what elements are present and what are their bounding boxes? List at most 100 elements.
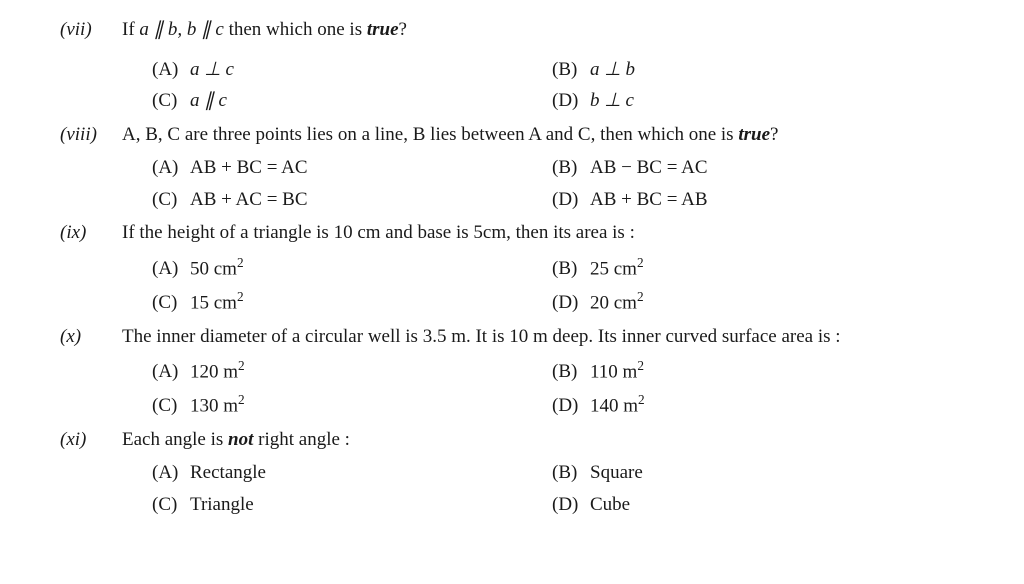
superscript: 2: [637, 255, 644, 270]
option-value: 15 cm2: [190, 287, 244, 317]
superscript: 2: [238, 358, 245, 373]
emphasis-true: true: [738, 124, 770, 145]
option-label: (B): [552, 255, 590, 283]
option-label: (D): [552, 186, 590, 214]
option-b: (B) 110 m2: [552, 356, 1004, 386]
text-fragment: right angle :: [253, 429, 350, 450]
option-label: (A): [152, 154, 190, 182]
question-vii: (vii) If a ∥ b, b ∥ c then which one is …: [60, 16, 1004, 44]
option-value: AB + BC = AB: [590, 186, 708, 214]
options-row: (C) 130 m2 (D) 140 m2: [152, 390, 1004, 420]
option-b: (B) AB − BC = AC: [552, 154, 1004, 182]
question-number: (vii): [60, 16, 122, 44]
question-ix: (ix) If the height of a triangle is 10 c…: [60, 219, 1004, 247]
option-value: 20 cm2: [590, 287, 644, 317]
option-label: (C): [152, 289, 190, 317]
option-a: (A) 50 cm2: [152, 253, 552, 283]
superscript: 2: [237, 255, 244, 270]
option-value: 130 m2: [190, 390, 245, 420]
question-text: If a ∥ b, b ∥ c then which one is true?: [122, 16, 1004, 44]
option-value: AB + AC = BC: [190, 186, 308, 214]
option-a: (A) 120 m2: [152, 356, 552, 386]
question-number: (x): [60, 323, 122, 351]
option-d: (D) Cube: [552, 491, 1004, 519]
option-d: (D) 140 m2: [552, 390, 1004, 420]
option-value: a ∥ c: [190, 87, 227, 115]
option-value: 140 m2: [590, 390, 645, 420]
text-fragment: ?: [399, 19, 407, 40]
option-a: (A) Rectangle: [152, 459, 552, 487]
option-label: (D): [552, 491, 590, 519]
options-row: (C) AB + AC = BC (D) AB + BC = AB: [152, 186, 1004, 214]
option-value: Triangle: [190, 491, 254, 519]
option-value: a ⊥ b: [590, 56, 635, 84]
option-value: Square: [590, 459, 643, 487]
question-text: The inner diameter of a circular well is…: [122, 323, 1004, 351]
option-c: (C) a ∥ c: [152, 87, 552, 115]
option-value: a ⊥ c: [190, 56, 234, 84]
text-fragment: If: [122, 19, 139, 40]
question-text: Each angle is not right angle :: [122, 426, 1004, 454]
value-text: 50 cm: [190, 258, 237, 279]
option-d: (D) 20 cm2: [552, 287, 1004, 317]
question-viii: (viii) A, B, C are three points lies on …: [60, 121, 1004, 149]
question-xi: (xi) Each angle is not right angle :: [60, 426, 1004, 454]
text-fragment: A, B, C are three points lies on a line,…: [122, 124, 738, 145]
option-value: 25 cm2: [590, 253, 644, 283]
text-fragment: ?: [770, 124, 778, 145]
text-fragment: Each angle is: [122, 429, 228, 450]
superscript: 2: [238, 392, 245, 407]
superscript: 2: [637, 289, 644, 304]
superscript: 2: [637, 358, 644, 373]
option-value: Cube: [590, 491, 630, 519]
option-label: (B): [552, 154, 590, 182]
value-text: 15 cm: [190, 292, 237, 313]
option-label: (A): [152, 358, 190, 386]
option-c: (C) Triangle: [152, 491, 552, 519]
option-label: (C): [152, 491, 190, 519]
option-label: (A): [152, 459, 190, 487]
option-value: b ⊥ c: [590, 87, 634, 115]
question-number: (xi): [60, 426, 122, 454]
option-a: (A) a ⊥ c: [152, 56, 552, 84]
emphasis-not: not: [228, 429, 253, 450]
option-label: (D): [552, 289, 590, 317]
options-row: (C) Triangle (D) Cube: [152, 491, 1004, 519]
options-row: (C) a ∥ c (D) b ⊥ c: [152, 87, 1004, 115]
question-number: (ix): [60, 219, 122, 247]
option-label: (D): [552, 392, 590, 420]
question-text: A, B, C are three points lies on a line,…: [122, 121, 1004, 149]
value-text: 140 m: [590, 395, 638, 416]
option-value: 120 m2: [190, 356, 245, 386]
option-label: (B): [552, 358, 590, 386]
options-row: (A) 120 m2 (B) 110 m2: [152, 356, 1004, 386]
value-text: 120 m: [190, 361, 238, 382]
option-label: (C): [152, 186, 190, 214]
option-b: (B) Square: [552, 459, 1004, 487]
option-b: (B) a ⊥ b: [552, 56, 1004, 84]
option-c: (C) AB + AC = BC: [152, 186, 552, 214]
exam-page: (vii) If a ∥ b, b ∥ c then which one is …: [0, 0, 1024, 529]
option-b: (B) 25 cm2: [552, 253, 1004, 283]
superscript: 2: [638, 392, 645, 407]
option-value: AB − BC = AC: [590, 154, 708, 182]
options-row: (A) a ⊥ c (B) a ⊥ b: [152, 56, 1004, 84]
question-text: If the height of a triangle is 10 cm and…: [122, 219, 1004, 247]
options-row: (A) Rectangle (B) Square: [152, 459, 1004, 487]
question-number: (viii): [60, 121, 122, 149]
option-a: (A) AB + BC = AC: [152, 154, 552, 182]
option-label: (A): [152, 56, 190, 84]
question-x: (x) The inner diameter of a circular wel…: [60, 323, 1004, 351]
option-label: (B): [552, 56, 590, 84]
text-fragment: then which one is: [224, 19, 367, 40]
option-d: (D) b ⊥ c: [552, 87, 1004, 115]
value-text: 110 m: [590, 361, 637, 382]
option-value: Rectangle: [190, 459, 266, 487]
value-text: 20 cm: [590, 292, 637, 313]
options-row: (A) AB + BC = AC (B) AB − BC = AC: [152, 154, 1004, 182]
option-label: (C): [152, 392, 190, 420]
math-condition: a ∥ b, b ∥ c: [139, 19, 223, 40]
option-label: (C): [152, 87, 190, 115]
options-row: (C) 15 cm2 (D) 20 cm2: [152, 287, 1004, 317]
option-label: (A): [152, 255, 190, 283]
